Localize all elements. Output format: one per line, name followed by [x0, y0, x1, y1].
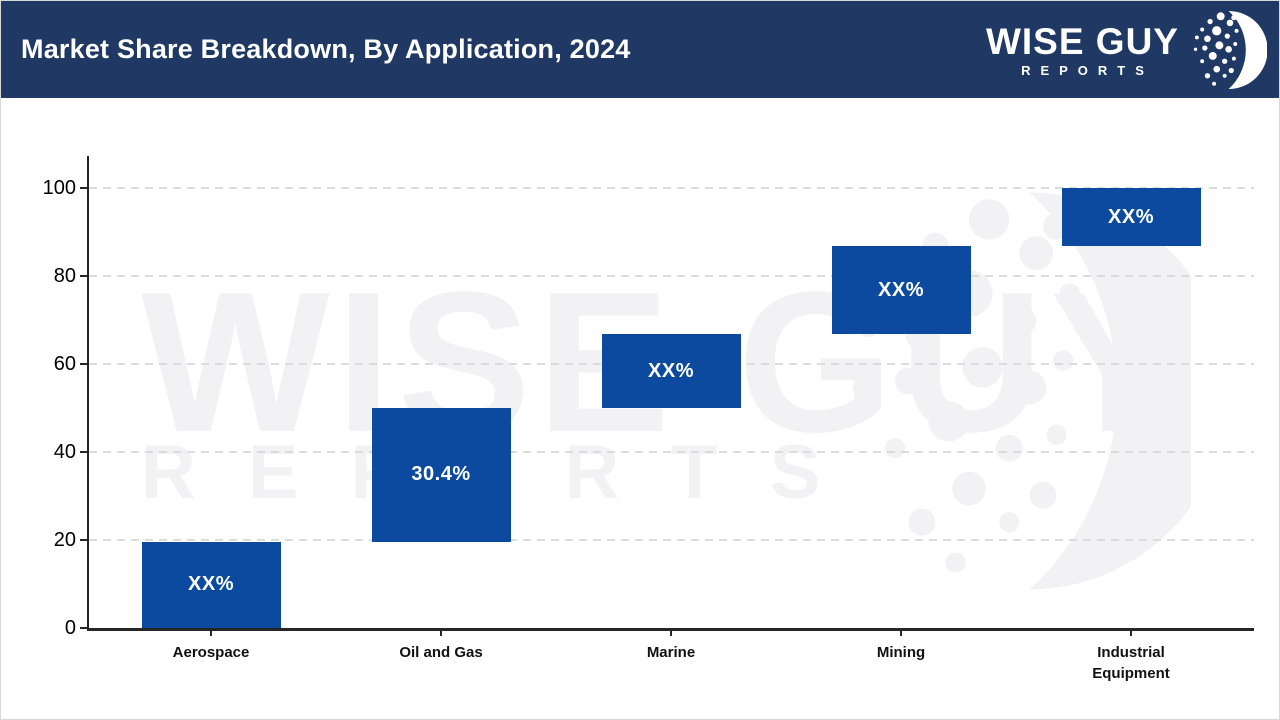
y-tick-label: 100	[42, 177, 76, 199]
brand-logo: WISE GUY REPORTS	[986, 7, 1267, 93]
gridline	[89, 539, 1254, 541]
y-tick-label: 0	[64, 617, 76, 639]
y-tick	[80, 539, 89, 541]
y-tick	[80, 187, 89, 189]
gridline	[89, 451, 1254, 453]
y-tick-label: 40	[53, 441, 76, 463]
x-tick	[900, 630, 902, 636]
bar-industrial-equipment: XX%	[1061, 188, 1201, 247]
bar-marine: XX%	[601, 334, 741, 408]
y-tick	[80, 451, 89, 453]
category-label: Mining	[876, 644, 926, 661]
y-axis-line	[87, 156, 89, 630]
y-tick-label: 60	[53, 353, 76, 375]
x-tick	[670, 630, 672, 636]
brand-name: WISE GUY	[985, 20, 1179, 62]
dotted-head-icon	[1193, 10, 1267, 89]
plot-area: 0 20 40 60 80 100 XX% Aerospace 30.4% Oil and Gas…	[1, 98, 1279, 719]
bar-value-label: XX%	[188, 573, 234, 596]
category-label: Marine	[646, 644, 696, 661]
gridline	[89, 187, 1254, 189]
page-title: Market Share Breakdown, By Application, …	[21, 34, 631, 64]
x-tick	[440, 630, 442, 636]
x-tick	[1130, 630, 1132, 636]
header-bar: Market Share Breakdown, By Application, …	[1, 1, 1279, 98]
category-label: Industrial Equipment	[1092, 644, 1170, 682]
y-tick	[80, 363, 89, 365]
category-label: Aerospace	[172, 644, 250, 661]
brand-logo-text: WISE GUY REPORTS	[986, 23, 1179, 77]
brand-subname: REPORTS	[1021, 62, 1154, 78]
x-axis-line	[87, 628, 1254, 631]
y-tick	[80, 275, 89, 277]
bar-value-label: XX%	[648, 359, 694, 382]
bar-mining: XX%	[831, 246, 971, 335]
y-tick	[80, 627, 89, 629]
y-tick-label: 20	[53, 529, 76, 551]
bar-oil-and-gas: 30.4%	[371, 408, 511, 542]
category-label: Oil and Gas	[399, 644, 483, 661]
x-tick	[210, 630, 212, 636]
bar-value-label: XX%	[1108, 205, 1154, 228]
bar-aerospace: XX%	[141, 541, 281, 628]
y-tick-label: 80	[53, 265, 76, 287]
bar-value-label: 30.4%	[411, 463, 471, 486]
bar-value-label: XX%	[878, 278, 924, 301]
gridline	[89, 275, 1254, 277]
